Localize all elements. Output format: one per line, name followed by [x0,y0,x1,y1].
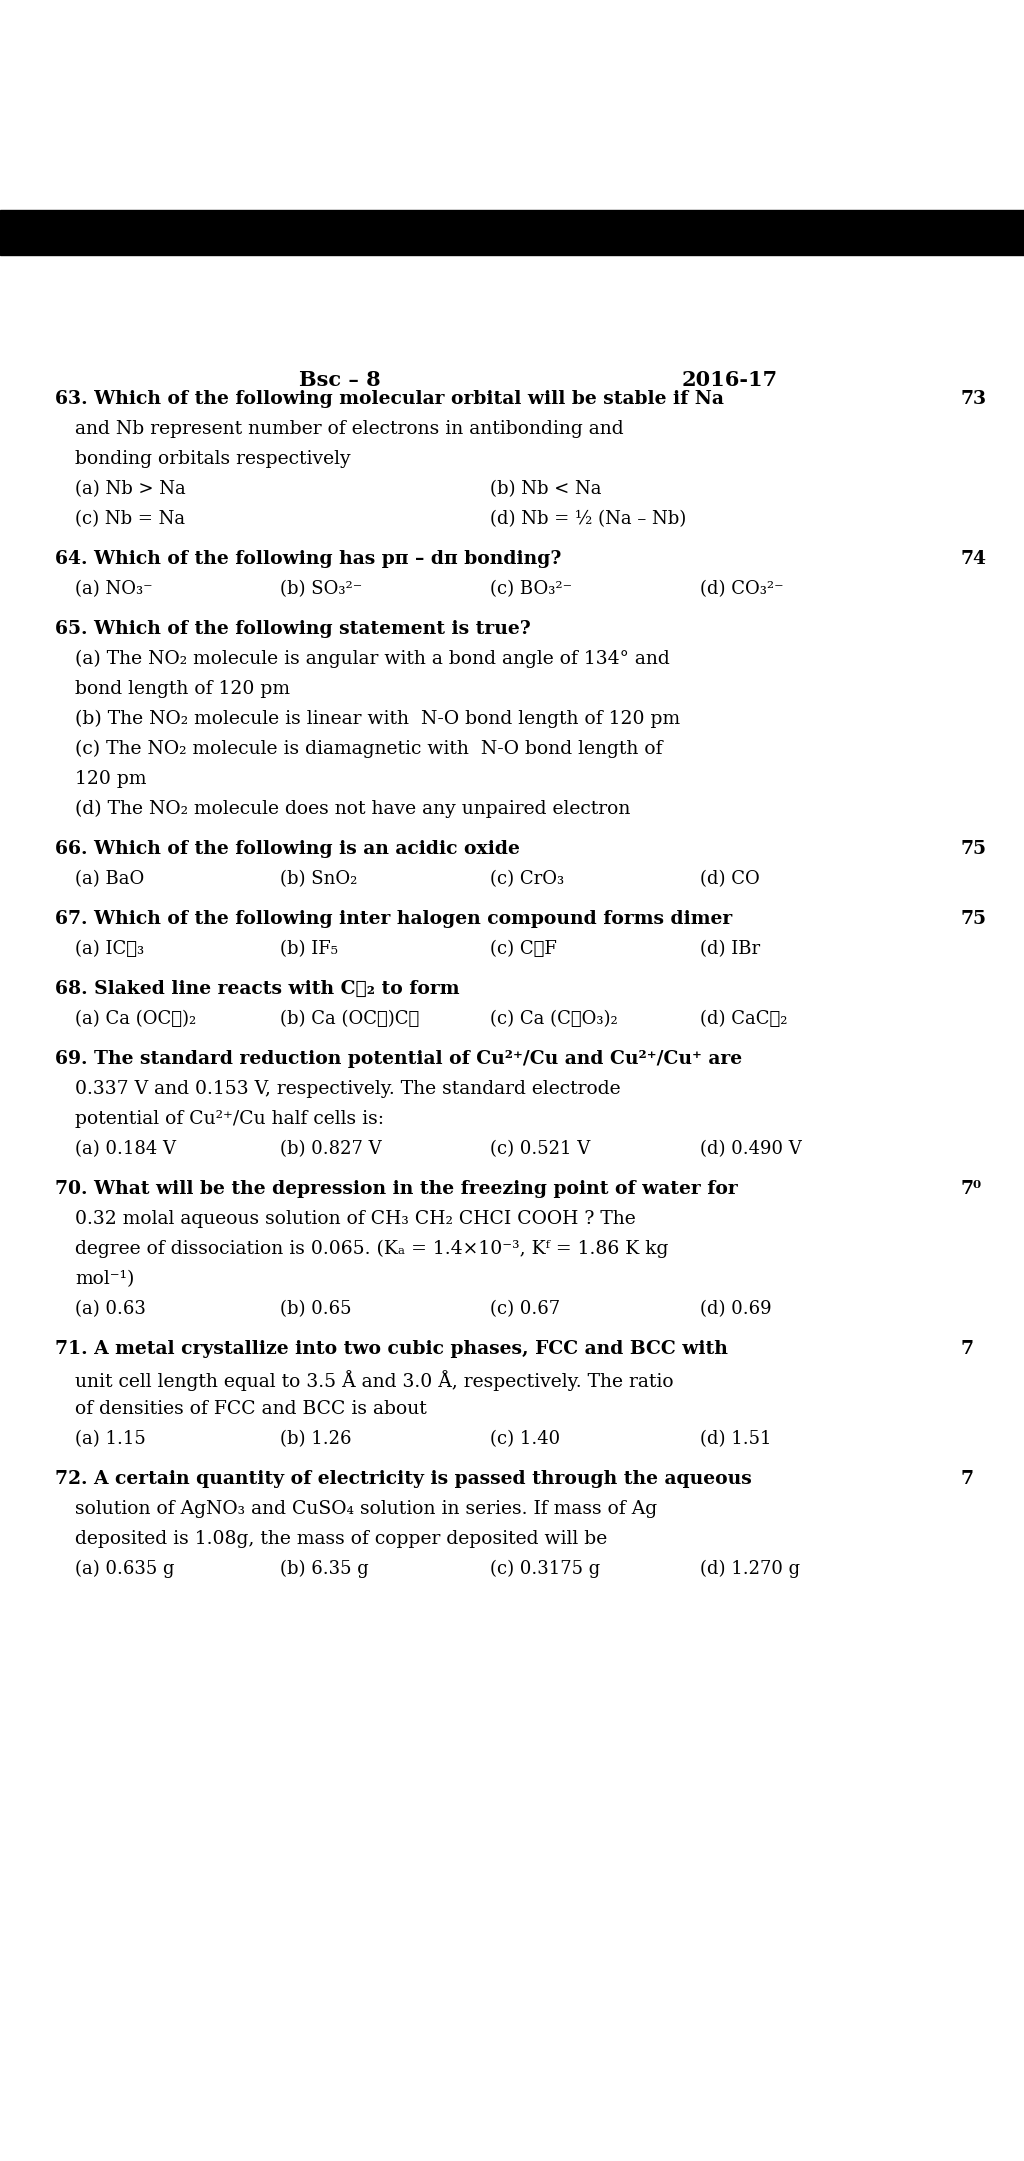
Text: 73: 73 [961,389,986,408]
Text: 63. Which of the following molecular orbital will be stable if Na: 63. Which of the following molecular orb… [55,389,724,408]
Text: of densities of FCC and BCC is about: of densities of FCC and BCC is about [75,1400,427,1418]
Text: 0.32 molal aqueous solution of CH₃ CH₂ CHCI COOH ? The: 0.32 molal aqueous solution of CH₃ CH₂ C… [75,1210,636,1227]
Text: (a) The NO₂ molecule is angular with a bond angle of 134° and: (a) The NO₂ molecule is angular with a b… [75,650,670,668]
Text: (b) The NO₂ molecule is linear with  N-O bond length of 120 pm: (b) The NO₂ molecule is linear with N-O … [75,711,680,728]
Text: 75: 75 [961,841,986,858]
Text: 71. A metal crystallize into two cubic phases, FCC and BCC with: 71. A metal crystallize into two cubic p… [55,1340,728,1357]
Text: (c) Nb = Na: (c) Nb = Na [75,510,185,527]
Text: deposited is 1.08g, the mass of copper deposited will be: deposited is 1.08g, the mass of copper d… [75,1530,607,1547]
Text: (b) 6.35 g: (b) 6.35 g [280,1560,369,1578]
Text: bonding orbitals respectively: bonding orbitals respectively [75,449,350,469]
Text: (a) NO₃⁻: (a) NO₃⁻ [75,579,153,599]
Text: (b) IF₅: (b) IF₅ [280,940,338,957]
Text: (a) 1.15: (a) 1.15 [75,1431,145,1448]
Text: 7⁰: 7⁰ [961,1180,981,1197]
Text: (d) CaCℓ₂: (d) CaCℓ₂ [700,1009,787,1029]
Text: 68. Slaked line reacts with Cℓ₂ to form: 68. Slaked line reacts with Cℓ₂ to form [55,979,460,998]
Text: (d) IBr: (d) IBr [700,940,760,957]
Text: (c) The NO₂ molecule is diamagnetic with  N-O bond length of: (c) The NO₂ molecule is diamagnetic with… [75,739,663,759]
Text: (d) Nb = ½ (Na – Nb): (d) Nb = ½ (Na – Nb) [490,510,686,527]
Text: 65. Which of the following statement is true?: 65. Which of the following statement is … [55,620,530,637]
Text: (a) 0.184 V: (a) 0.184 V [75,1141,176,1158]
Bar [0,210,1024,255]
Text: (b) Nb < Na: (b) Nb < Na [490,480,601,497]
Text: (b) SnO₂: (b) SnO₂ [280,871,357,888]
Text: (a) Ca (OCℓ)₂: (a) Ca (OCℓ)₂ [75,1009,197,1029]
Text: 74: 74 [961,551,986,568]
Text: (b) Ca (OCℓ)Cℓ: (b) Ca (OCℓ)Cℓ [280,1009,419,1029]
Text: Bsc – 8: Bsc – 8 [299,370,381,389]
Text: 72. A certain quantity of electricity is passed through the aqueous: 72. A certain quantity of electricity is… [55,1469,752,1489]
Text: 2016-17: 2016-17 [682,370,778,389]
Text: 120 pm: 120 pm [75,769,146,789]
Text: (c) CℓF: (c) CℓF [490,940,557,957]
Text: potential of Cu²⁺/Cu half cells is:: potential of Cu²⁺/Cu half cells is: [75,1111,384,1128]
Text: (a) 0.63: (a) 0.63 [75,1301,145,1318]
Text: (d) 0.69: (d) 0.69 [700,1301,772,1318]
Text: (d) 0.490 V: (d) 0.490 V [700,1141,802,1158]
Text: 70. What will be the depression in the freezing point of water for: 70. What will be the depression in the f… [55,1180,737,1197]
Text: (a) Nb > Na: (a) Nb > Na [75,480,185,497]
Text: (c) CrO₃: (c) CrO₃ [490,871,564,888]
Text: (c) 1.40: (c) 1.40 [490,1431,560,1448]
Text: degree of dissociation is 0.065. (Kₐ = 1.4×10⁻³, Kᶠ = 1.86 K kg: degree of dissociation is 0.065. (Kₐ = 1… [75,1240,669,1258]
Text: 7: 7 [961,1469,973,1489]
Text: 7: 7 [961,1340,973,1357]
Text: bond length of 120 pm: bond length of 120 pm [75,681,290,698]
Text: (d) CO: (d) CO [700,871,760,888]
Text: 69. The standard reduction potential of Cu²⁺/Cu and Cu²⁺/Cu⁺ are: 69. The standard reduction potential of … [55,1050,742,1068]
Text: (a) 0.635 g: (a) 0.635 g [75,1560,174,1578]
Text: (c) 0.3175 g: (c) 0.3175 g [490,1560,600,1578]
Text: (d) 1.51: (d) 1.51 [700,1431,771,1448]
Text: (b) 0.65: (b) 0.65 [280,1301,351,1318]
Text: (a) BaO: (a) BaO [75,871,144,888]
Text: (c) Ca (CℓO₃)₂: (c) Ca (CℓO₃)₂ [490,1009,617,1029]
Text: solution of AgNO₃ and CuSO₄ solution in series. If mass of Ag: solution of AgNO₃ and CuSO₄ solution in … [75,1500,657,1517]
Text: (a) ICℓ₃: (a) ICℓ₃ [75,940,144,957]
Text: (c) 0.67: (c) 0.67 [490,1301,560,1318]
Text: 75: 75 [961,910,986,927]
Text: (b) 0.827 V: (b) 0.827 V [280,1141,382,1158]
Text: (d) The NO₂ molecule does not have any unpaired electron: (d) The NO₂ molecule does not have any u… [75,800,631,819]
Text: 67. Which of the following inter halogen compound forms dimer: 67. Which of the following inter halogen… [55,910,732,927]
Text: (c) 0.521 V: (c) 0.521 V [490,1141,590,1158]
Text: mol⁻¹): mol⁻¹) [75,1271,134,1288]
Text: 66. Which of the following is an acidic oxide: 66. Which of the following is an acidic … [55,841,520,858]
Text: unit cell length equal to 3.5 Å and 3.0 Å, respectively. The ratio: unit cell length equal to 3.5 Å and 3.0 … [75,1370,674,1392]
Text: (b) SO₃²⁻: (b) SO₃²⁻ [280,579,362,599]
Text: 0.337 V and 0.153 V, respectively. The standard electrode: 0.337 V and 0.153 V, respectively. The s… [75,1080,621,1098]
Text: (d) 1.270 g: (d) 1.270 g [700,1560,800,1578]
Text: 64. Which of the following has pπ – dπ bonding?: 64. Which of the following has pπ – dπ b… [55,551,561,568]
Text: (d) CO₃²⁻: (d) CO₃²⁻ [700,579,783,599]
Text: (b) 1.26: (b) 1.26 [280,1431,351,1448]
Text: and Nb represent number of electrons in antibonding and: and Nb represent number of electrons in … [75,419,624,439]
Text: (c) BO₃²⁻: (c) BO₃²⁻ [490,579,572,599]
